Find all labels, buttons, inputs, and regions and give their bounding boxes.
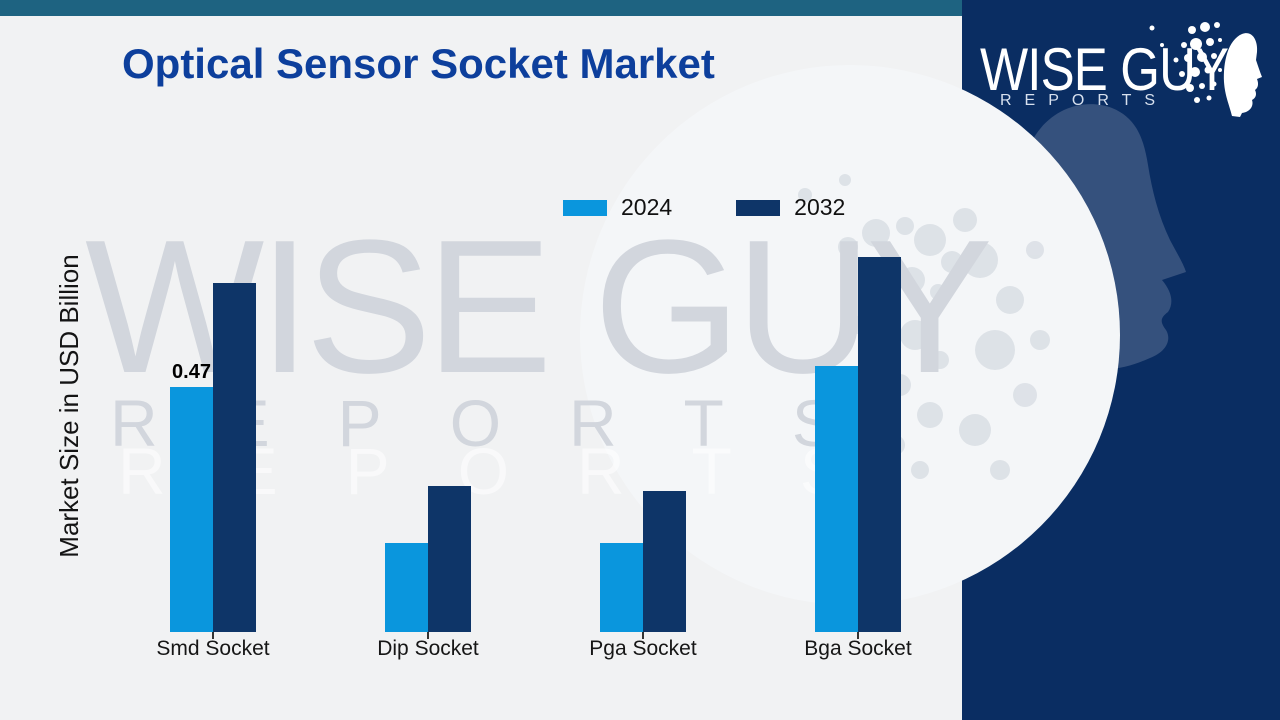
legend-swatch-2032 bbox=[736, 199, 781, 216]
category-label-bga-socket: Bga Socket bbox=[804, 637, 912, 660]
category-label-smd-socket: Smd Socket bbox=[156, 637, 270, 660]
x-axis-tick-smd-socket bbox=[212, 632, 214, 639]
x-axis-tick-pga-socket bbox=[642, 632, 644, 639]
category-label-pga-socket: Pga Socket bbox=[589, 637, 697, 660]
logo-wiseguy-text: WISE GUY bbox=[980, 36, 1229, 103]
legend-label-2024: 2024 bbox=[621, 194, 673, 220]
x-axis-tick-bga-socket bbox=[857, 632, 859, 639]
bar-value-label: 0.47 bbox=[172, 361, 211, 383]
legend: 2024 2032 bbox=[563, 194, 845, 221]
bar-2032-pga-socket bbox=[643, 491, 686, 632]
y-axis-label: Market Size in USD Billion bbox=[54, 254, 84, 558]
bar-2032-bga-socket bbox=[858, 257, 901, 632]
legend-label-2032: 2032 bbox=[794, 194, 846, 220]
bar-2032-dip-socket bbox=[428, 486, 471, 632]
page-title: Optical Sensor Socket Market bbox=[122, 40, 715, 87]
bar-2032-smd-socket bbox=[213, 283, 256, 632]
category-label-dip-socket: Dip Socket bbox=[377, 637, 479, 660]
bottom-accent-strip bbox=[0, 0, 1280, 16]
x-axis-tick-dip-socket bbox=[427, 632, 429, 639]
logo-reports-text: REPORTS bbox=[1000, 92, 1169, 109]
bar-2024-dip-socket bbox=[385, 543, 428, 632]
bar-2024-pga-socket bbox=[600, 543, 643, 632]
legend-swatch-2024 bbox=[563, 199, 607, 216]
bar-2024-bga-socket bbox=[815, 366, 858, 632]
bar-2024-smd-socket bbox=[170, 387, 213, 632]
